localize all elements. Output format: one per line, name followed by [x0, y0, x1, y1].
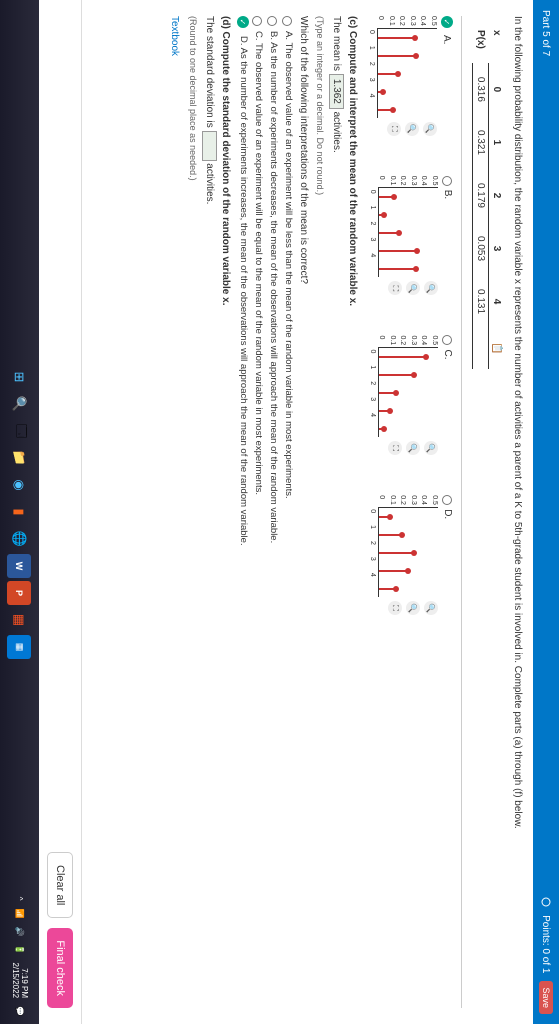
- office-icon[interactable]: ▦: [8, 608, 32, 632]
- problem-text: In the following probability distributio…: [512, 16, 523, 1008]
- chart-options: ✓A.00.10.20.30.40.5🔍🔍⛶01234 B.00.10.20.3…: [368, 16, 453, 1008]
- windows-taskbar[interactable]: ⊞ 🔍 🗔 📁 ◉ ▮ 🌐 W P ▦ ▦ ^ 📶 🔊 🔋 7:19 PM 2/…: [0, 0, 39, 1024]
- zoom-out-icon[interactable]: 🔍: [406, 441, 420, 455]
- expand-icon[interactable]: ⛶: [388, 441, 402, 455]
- textbook-link[interactable]: Textbook: [169, 16, 180, 1008]
- x-3: 3: [489, 222, 505, 275]
- footer: Clear all Final check: [39, 0, 82, 1024]
- chart-option-c[interactable]: C.00.10.20.30.40.5🔍🔍⛶01234: [368, 335, 453, 455]
- final-check-button[interactable]: Final check: [47, 928, 73, 1008]
- wifi-icon[interactable]: 📶: [15, 909, 24, 919]
- points-label: Points: 0 of 1: [541, 915, 552, 973]
- mc-radio[interactable]: [282, 16, 292, 26]
- chart-radio[interactable]: [443, 176, 453, 186]
- correct-check-icon: ✓: [441, 16, 453, 28]
- chart-option-b[interactable]: B.00.10.20.30.40.5🔍🔍⛶01234: [368, 176, 453, 296]
- powerpoint-icon[interactable]: P: [8, 581, 32, 605]
- expand-icon[interactable]: ⛶: [388, 281, 402, 295]
- sd-input[interactable]: [202, 131, 217, 161]
- correct-check-icon: ✓: [237, 16, 249, 28]
- save-button[interactable]: Save: [539, 981, 553, 1014]
- content-area: In the following probability distributio…: [82, 0, 533, 1024]
- calendar-icon[interactable]: ▦: [8, 635, 32, 659]
- zoom-in-icon[interactable]: 🔍: [423, 122, 437, 136]
- mc-option-a[interactable]: A. The observed value of an experiment w…: [282, 16, 294, 1008]
- px-header: P(x): [473, 16, 489, 63]
- word-icon[interactable]: W: [8, 554, 32, 578]
- edge-icon[interactable]: ◉: [8, 473, 32, 497]
- task-view-icon[interactable]: 🗔: [8, 419, 32, 443]
- mean-hint: (Type an integer or a decimal. Do not ro…: [315, 16, 325, 1008]
- search-icon[interactable]: 🔍: [8, 392, 32, 416]
- x-2: 2: [489, 169, 505, 222]
- zoom-in-icon[interactable]: 🔍: [424, 281, 438, 295]
- app-icon[interactable]: ▮: [8, 500, 32, 524]
- top-bar: Part 5 of 7 Points: 0 of 1 Save: [533, 0, 559, 1024]
- mean-input[interactable]: 1.362: [329, 74, 344, 109]
- explorer-icon[interactable]: 📁: [8, 446, 32, 470]
- mc-radio[interactable]: [252, 16, 262, 26]
- chart-option-a[interactable]: ✓A.00.10.20.30.40.5🔍🔍⛶01234: [368, 16, 453, 136]
- probability-table: x 0 1 2 3 4 📋 P(x) 0.316 0.321 0.179 0.0…: [472, 16, 504, 369]
- clock[interactable]: 7:19 PM 2/15/2022: [11, 962, 29, 998]
- zoom-out-icon[interactable]: 🔍: [406, 281, 420, 295]
- x-0: 0: [489, 63, 505, 116]
- x-4: 4: [489, 275, 505, 328]
- part-indicator: Part 5 of 7: [541, 10, 552, 56]
- mean-answer: The mean is 1.362 activities.: [329, 16, 344, 1008]
- px-2: 0.179: [473, 169, 489, 222]
- part-c-label: (c) Compute and interpret the mean of th…: [347, 16, 358, 1008]
- part-d-label: (d) Compute the standard deviation of th…: [220, 16, 231, 1008]
- chart-radio[interactable]: [443, 495, 453, 505]
- zoom-out-icon[interactable]: 🔍: [405, 122, 419, 136]
- x-header: x: [489, 16, 505, 63]
- app-window: Part 5 of 7 Points: 0 of 1 Save In the f…: [39, 0, 559, 1024]
- chrome-icon[interactable]: 🌐: [8, 527, 32, 551]
- start-icon[interactable]: ⊞: [8, 365, 32, 389]
- mc-option-c[interactable]: C. The observed value of an experiment w…: [252, 16, 264, 1008]
- chart-radio[interactable]: [443, 335, 453, 345]
- mc-radio[interactable]: [267, 16, 277, 26]
- zoom-in-icon[interactable]: 🔍: [424, 441, 438, 455]
- zoom-out-icon[interactable]: 🔍: [406, 601, 420, 615]
- mc-option-b[interactable]: B. As the number of experiments decrease…: [267, 16, 279, 1008]
- battery-icon[interactable]: 🔋: [15, 944, 24, 954]
- circle-icon: [541, 897, 551, 907]
- px-4: 0.131: [473, 275, 489, 328]
- zoom-in-icon[interactable]: 🔍: [424, 601, 438, 615]
- px-0: 0.316: [473, 63, 489, 116]
- px-1: 0.321: [473, 116, 489, 169]
- x-1: 1: [489, 116, 505, 169]
- mc-option-d[interactable]: ✓D. As the number of experiments increas…: [237, 16, 249, 1008]
- sd-hint: (Round to one decimal place as needed.): [188, 16, 198, 1008]
- notification-icon[interactable]: 💬: [15, 1006, 24, 1016]
- chart-option-d[interactable]: D.00.10.20.30.40.5🔍🔍⛶01234: [368, 495, 453, 615]
- sd-answer: The standard deviation is activities.: [202, 16, 217, 1008]
- expand-icon[interactable]: ⛶: [387, 122, 401, 136]
- expand-icon[interactable]: ⛶: [388, 601, 402, 615]
- clear-all-button[interactable]: Clear all: [47, 852, 73, 918]
- px-3: 0.053: [473, 222, 489, 275]
- volume-icon[interactable]: 🔊: [15, 927, 24, 937]
- tray-chevron-icon[interactable]: ^: [15, 897, 24, 901]
- interpretation-q: Which of the following interpretations o…: [298, 16, 309, 1008]
